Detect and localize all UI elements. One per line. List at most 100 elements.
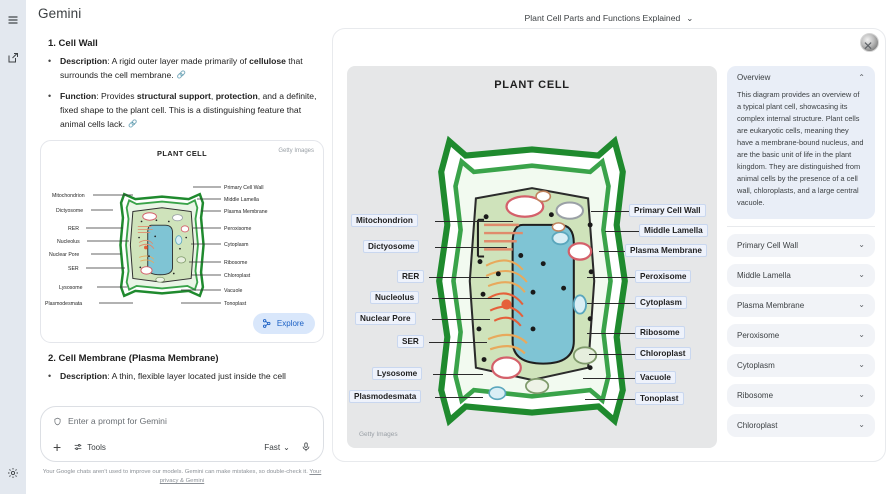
thumb-label-mitochondrion: Mitochondrion: [52, 193, 85, 199]
diagram-label-middle-lamella[interactable]: Middle Lamella: [639, 224, 708, 237]
thumb-label-middle-lamella: Middle Lamella: [224, 197, 259, 203]
avatar[interactable]: [860, 33, 879, 52]
chevron-down-icon: ⌄: [858, 420, 865, 430]
section-heading-cell-membrane: 2. Cell Membrane (Plasma Membrane): [48, 352, 219, 364]
accordion-item-chloroplast[interactable]: Chloroplast ⌄: [727, 413, 875, 437]
chevron-down-icon: ⌄: [858, 390, 865, 400]
accordion-header[interactable]: Ribosome ⌄: [727, 384, 875, 407]
diagram-label-nucleolus[interactable]: Nucleolus: [370, 291, 420, 304]
tools-label: Tools: [87, 442, 106, 452]
compose-icon[interactable]: [4, 49, 22, 67]
chevron-down-icon: ⌄: [858, 300, 865, 310]
diagram-label-chloroplast[interactable]: Chloroplast: [635, 347, 691, 360]
prompt-toolbar: + Tools Fast ⌄: [53, 440, 311, 454]
diagram-label-vacuole[interactable]: Vacuole: [635, 371, 676, 384]
search-input[interactable]: Enter a prompt for Gemini: [68, 416, 167, 426]
accordion-item-primary-cell-wall[interactable]: Primary Cell Wall ⌄: [727, 233, 875, 257]
explore-icon: [262, 318, 271, 328]
accordion-header[interactable]: Primary Cell Wall ⌄: [727, 234, 875, 257]
plus-icon[interactable]: +: [53, 439, 62, 455]
thumb-label-rer: RER: [68, 226, 79, 232]
leader-line: [589, 354, 635, 355]
chevron-down-icon: ⌄: [858, 330, 865, 340]
thumbnail-watermark: Getty Images: [278, 147, 314, 154]
accordion-header[interactable]: Peroxisome ⌄: [727, 324, 875, 347]
image-title: PLANT CELL: [494, 79, 570, 91]
accordion-header[interactable]: Middle Lamella ⌄: [727, 264, 875, 287]
diagram-label-lysosome[interactable]: Lysosome: [372, 367, 423, 380]
tools-button[interactable]: Tools: [73, 442, 106, 452]
close-icon[interactable]: ✕: [862, 39, 874, 53]
diagram-label-cytoplasm[interactable]: Cytoplasm: [635, 296, 687, 309]
diagram-label-plasmodesmata[interactable]: Plasmodesmata: [349, 390, 422, 403]
accordion-label: Plasma Membrane: [737, 300, 805, 310]
plant-cell-thumbnail-card[interactable]: PLANT CELL Getty Images: [40, 139, 324, 343]
thumbnail-title: PLANT CELL: [157, 148, 207, 158]
panel-title-text: Plant Cell Parts and Functions Explained: [524, 13, 681, 23]
accordion-label: Cytoplasm: [737, 360, 775, 370]
accordion-item-peroxisome[interactable]: Peroxisome ⌄: [727, 323, 875, 347]
diagram-label-nuclear-pore[interactable]: Nuclear Pore: [355, 312, 416, 325]
diagram-label-tonoplast[interactable]: Tonoplast: [635, 392, 684, 405]
leader-line: [435, 397, 483, 398]
explore-button-label: Explore: [276, 318, 304, 328]
source-link-icon[interactable]: 🔗: [176, 69, 187, 79]
diagram-label-plasma-membrane[interactable]: Plasma Membrane: [625, 244, 707, 257]
accordion-item-cytoplasm[interactable]: Cytoplasm ⌄: [727, 353, 875, 377]
leader-line: [435, 247, 507, 248]
accordion-header[interactable]: Plasma Membrane ⌄: [727, 294, 875, 317]
microphone-icon[interactable]: [301, 441, 311, 453]
leader-line: [587, 277, 635, 278]
privacy-link[interactable]: Your privacy & Gemini: [159, 468, 322, 484]
accordion-header[interactable]: Overview ⌃: [727, 66, 875, 89]
leader-line: [585, 399, 635, 400]
model-selector[interactable]: Fast ⌄: [264, 442, 290, 453]
settings-gear-icon[interactable]: [4, 464, 22, 482]
accordion-header[interactable]: Chloroplast ⌄: [727, 414, 875, 437]
list-item: Description: A thin, flexible layer loca…: [40, 369, 324, 384]
accordion-item-plasma-membrane[interactable]: Plasma Membrane ⌄: [727, 293, 875, 317]
diagram-label-ribosome[interactable]: Ribosome: [635, 326, 685, 339]
chevron-down-icon[interactable]: ⌄: [686, 12, 694, 23]
leader-line: [435, 221, 513, 222]
accordion-label: Ribosome: [737, 390, 774, 400]
accordion-item-ribosome[interactable]: Ribosome ⌄: [727, 383, 875, 407]
leader-line: [432, 319, 490, 320]
panel-title-bar: Plant Cell Parts and Functions Explained…: [333, 7, 885, 29]
leader-line: [591, 211, 629, 212]
accordion-label: Chloroplast: [737, 420, 778, 430]
accordion-item-overview[interactable]: Overview ⌃ This diagram provides an over…: [727, 66, 875, 219]
accordion-item-middle-lamella[interactable]: Middle Lamella ⌄: [727, 263, 875, 287]
bullet-body: : Provides structural support, protectio…: [60, 90, 317, 129]
accordion-label: Middle Lamella: [737, 270, 791, 280]
prompt-placeholder-row: Enter a prompt for Gemini: [53, 416, 311, 426]
prompt-input-box[interactable]: Enter a prompt for Gemini + Tools Fast: [40, 406, 324, 462]
diagram-label-rer[interactable]: RER: [397, 270, 425, 283]
leader-line: [432, 298, 500, 299]
thumbnail-plant-cell-diagram: Mitochondrion Dictyosome RER Nucleolus N…: [45, 185, 268, 307]
source-link-icon[interactable]: 🔗: [127, 118, 138, 128]
accordion-label: Peroxisome: [737, 330, 780, 340]
leader-line: [433, 374, 483, 375]
bullet-lead-label: Description: [60, 370, 108, 381]
leader-line: [587, 333, 635, 334]
diagram-label-dictyosome[interactable]: Dictyosome: [363, 240, 420, 253]
conversation-scroll-area[interactable]: 1. Cell Wall Description: A rigid outer …: [26, 26, 338, 494]
diagram-label-mitochondrion[interactable]: Mitochondrion: [351, 214, 418, 227]
diagram-label-primary-cell-wall[interactable]: Primary Cell Wall: [629, 204, 706, 217]
conversation-header: Gemini: [26, 0, 338, 26]
thumb-label-nucleolus: Nucleolus: [57, 239, 80, 245]
bullet-lead-label: Function: [60, 90, 97, 101]
thumb-label-vacuole: Vacuole: [224, 288, 242, 294]
thumb-label-ser: SER: [68, 266, 79, 272]
leader-line: [587, 303, 635, 304]
menu-icon[interactable]: [4, 11, 22, 29]
diagram-label-peroxisome[interactable]: Peroxisome: [635, 270, 692, 283]
accordion-label: Primary Cell Wall: [737, 240, 799, 250]
leader-line: [605, 231, 639, 232]
diagram-label-ser[interactable]: SER: [397, 335, 424, 348]
disclaimer-text: Your Google chats aren't used to improve…: [42, 468, 308, 475]
shield-icon: [54, 417, 61, 425]
explore-button[interactable]: Explore: [252, 312, 315, 334]
accordion-header[interactable]: Cytoplasm ⌄: [727, 354, 875, 377]
